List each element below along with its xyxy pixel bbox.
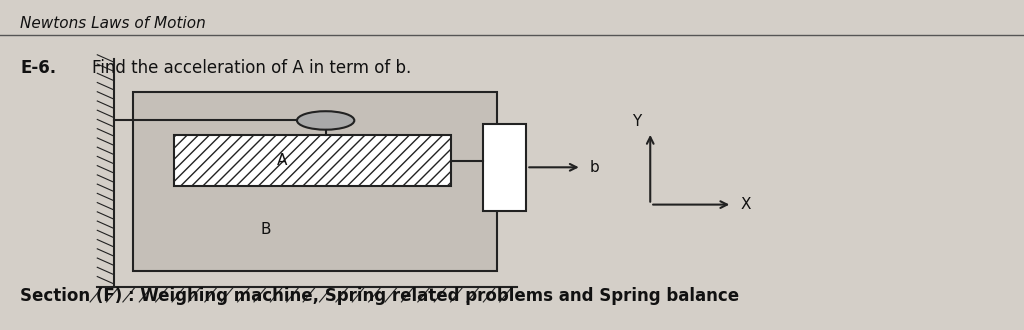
Text: Section (F) : Weighing machine, Spring related problems and Spring balance: Section (F) : Weighing machine, Spring r…: [20, 287, 739, 305]
Text: B: B: [261, 222, 271, 237]
Text: Newtons Laws of Motion: Newtons Laws of Motion: [20, 16, 206, 31]
Text: Find the acceleration of A in term of b.: Find the acceleration of A in term of b.: [92, 59, 412, 78]
Text: X: X: [740, 197, 751, 212]
Text: A: A: [276, 153, 287, 168]
Circle shape: [297, 111, 354, 130]
Bar: [174, 135, 451, 186]
Text: E-6.: E-6.: [20, 59, 56, 78]
Text: b: b: [590, 160, 600, 175]
Bar: [483, 124, 526, 211]
Text: Y: Y: [632, 114, 642, 129]
Bar: [133, 92, 497, 271]
